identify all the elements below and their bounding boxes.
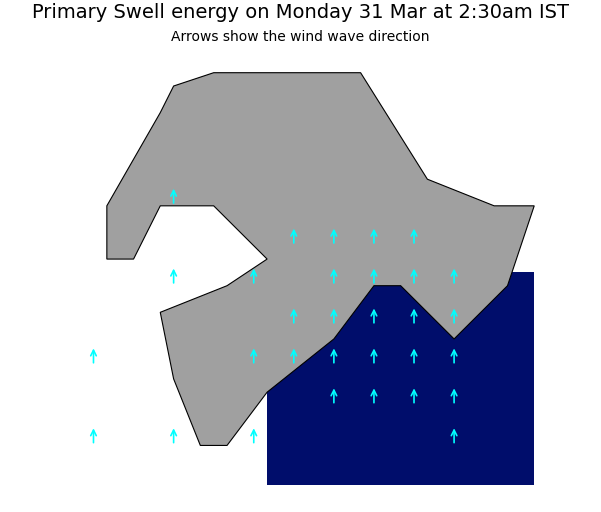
Polygon shape [267, 272, 534, 485]
Polygon shape [107, 73, 534, 445]
Text: Primary Swell energy on Monday 31 Mar at 2:30am IST: Primary Swell energy on Monday 31 Mar at… [32, 4, 569, 23]
Text: Arrows show the wind wave direction: Arrows show the wind wave direction [171, 30, 430, 44]
